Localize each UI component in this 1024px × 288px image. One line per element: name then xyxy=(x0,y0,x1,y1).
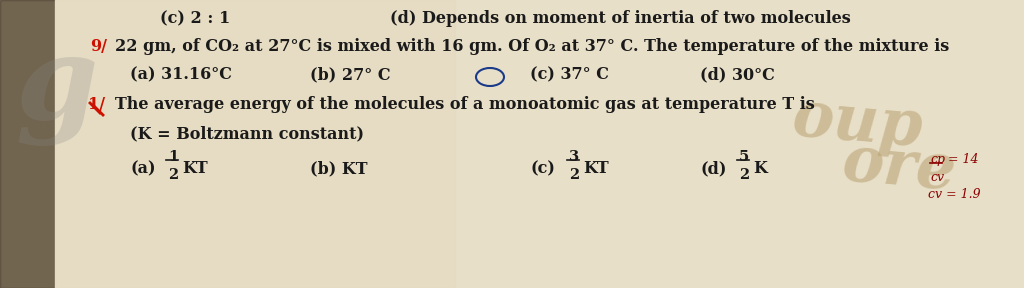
Bar xyxy=(66,0,67,288)
Text: 1/: 1/ xyxy=(88,96,105,113)
Text: cp: cp xyxy=(930,153,945,166)
Text: (a) 31.16°C: (a) 31.16°C xyxy=(130,66,232,83)
Bar xyxy=(56,0,58,288)
Text: (c) 37° C: (c) 37° C xyxy=(530,66,609,83)
Text: (a): (a) xyxy=(130,160,156,177)
Bar xyxy=(67,0,69,288)
Text: 2: 2 xyxy=(739,168,750,182)
Bar xyxy=(75,0,76,288)
Text: (K = Boltzmann constant): (K = Boltzmann constant) xyxy=(130,125,364,142)
Text: (c): (c) xyxy=(530,160,555,177)
Text: KT: KT xyxy=(182,160,208,177)
Bar xyxy=(61,0,62,288)
Text: g: g xyxy=(15,31,97,145)
Bar xyxy=(97,0,98,288)
Text: KT: KT xyxy=(583,160,608,177)
Bar xyxy=(55,0,455,288)
Text: 1: 1 xyxy=(168,150,178,164)
Text: (b) 27° C: (b) 27° C xyxy=(310,66,390,83)
Text: 2: 2 xyxy=(569,168,580,182)
Bar xyxy=(86,0,88,288)
Bar xyxy=(58,0,59,288)
Text: (d) Depends on moment of inertia of two molecules: (d) Depends on moment of inertia of two … xyxy=(390,10,851,27)
Bar xyxy=(76,0,78,288)
Bar xyxy=(62,0,63,288)
Text: 2: 2 xyxy=(168,168,178,182)
Bar xyxy=(91,0,92,288)
Text: cv = 1.9: cv = 1.9 xyxy=(928,188,981,201)
Bar xyxy=(70,0,72,288)
Text: K: K xyxy=(753,160,767,177)
Text: (b) KT: (b) KT xyxy=(310,160,368,177)
Bar xyxy=(95,0,97,288)
Bar xyxy=(82,0,84,288)
Bar xyxy=(55,0,56,288)
Bar xyxy=(73,0,75,288)
Bar xyxy=(0,0,55,288)
Text: 22 gm, of CO₂ at 27°C is mixed with 16 gm. Of O₂ at 37° C. The temperature of th: 22 gm, of CO₂ at 27°C is mixed with 16 g… xyxy=(115,38,949,55)
Bar xyxy=(89,0,91,288)
Bar xyxy=(88,0,89,288)
Text: The average energy of the molecules of a monoatomic gas at temperature T is: The average energy of the molecules of a… xyxy=(115,96,815,113)
Bar xyxy=(59,0,61,288)
Text: ore: ore xyxy=(840,132,959,204)
Bar xyxy=(94,0,95,288)
Text: (c) 2 : 1: (c) 2 : 1 xyxy=(160,10,230,27)
Bar xyxy=(85,0,86,288)
Bar xyxy=(78,0,79,288)
Text: = 14: = 14 xyxy=(948,153,979,166)
Bar xyxy=(63,0,66,288)
Text: 5: 5 xyxy=(739,150,750,164)
Text: (d): (d) xyxy=(700,160,726,177)
Bar xyxy=(69,0,70,288)
Text: 3: 3 xyxy=(569,150,580,164)
Bar xyxy=(72,0,73,288)
Bar xyxy=(98,0,100,288)
Text: (d) 30°C: (d) 30°C xyxy=(700,66,775,83)
Text: 9/: 9/ xyxy=(90,38,106,55)
Text: oup: oup xyxy=(790,87,926,159)
Bar xyxy=(79,0,81,288)
Bar xyxy=(81,0,82,288)
Text: cv: cv xyxy=(930,171,944,184)
Bar xyxy=(92,0,94,288)
Bar xyxy=(84,0,85,288)
